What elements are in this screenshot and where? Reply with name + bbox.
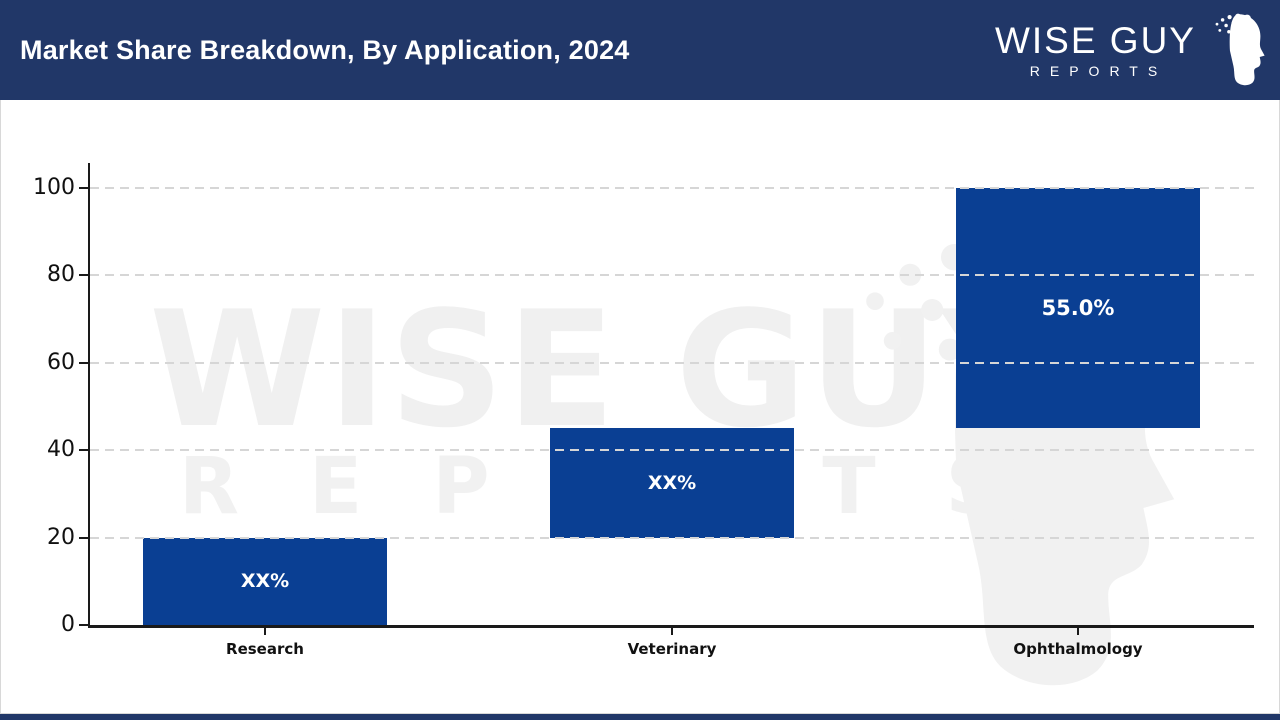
y-tick-label-100: 100 — [33, 174, 75, 200]
bar-ophthalmology — [956, 187, 1200, 429]
y-tick-0 — [79, 624, 88, 626]
bar-value-label: XX% — [240, 570, 290, 593]
gridline-40 — [90, 449, 1254, 451]
y-tick-60 — [79, 361, 88, 364]
gridline-80 — [90, 274, 1254, 276]
brand-subtitle: REPORTS — [1029, 63, 1168, 79]
chart-area: WISE GUY REPORTS XX%XX%55.0%020406080100… — [0, 100, 1280, 714]
y-tick-100 — [79, 186, 88, 189]
category-label-veterinary: Veterinary — [627, 640, 717, 658]
y-axis-line — [88, 163, 90, 628]
brand-name: WISE GUY — [994, 20, 1196, 61]
bar-value-label: 55.0% — [1041, 295, 1115, 320]
brand-head-icon — [1215, 13, 1265, 86]
category-label-research: Research — [226, 640, 304, 658]
x-axis-line — [88, 625, 1254, 628]
y-tick-80 — [79, 274, 88, 276]
bar-veterinary — [550, 428, 794, 538]
y-tick-label-0: 0 — [61, 612, 75, 637]
bar-research — [143, 537, 387, 625]
y-tick-label-40: 40 — [47, 437, 75, 462]
gridline-20 — [90, 536, 1254, 539]
gridline-100 — [90, 186, 1254, 189]
category-label-ophthalmology: Ophthalmology — [1013, 640, 1143, 658]
y-tick-label-20: 20 — [47, 524, 75, 550]
watermark-brand-text: WISE GUY — [149, 276, 1059, 463]
x-tick-ophthalmology — [1077, 628, 1079, 635]
brand-text: WISE GUY REPORTS — [995, 22, 1196, 78]
footer-bar — [0, 714, 1280, 720]
plot: XX% XX% 55.0% 0 20 40 60 80 100 Research Veterinar… — [1, 100, 1279, 713]
header: Market Share Breakdown, By Application, … — [0, 0, 1280, 100]
bar-value-label: XX% — [647, 471, 697, 494]
x-tick-veterinary — [671, 628, 673, 635]
y-tick-label-80: 80 — [47, 262, 75, 287]
gridline-60 — [90, 361, 1254, 364]
x-tick-research — [264, 628, 266, 635]
brand-logo: WISE GUY REPORTS — [995, 10, 1266, 90]
y-tick-20 — [79, 536, 88, 539]
page-title: Market Share Breakdown, By Application, … — [20, 34, 630, 65]
y-tick-40 — [79, 449, 88, 451]
y-tick-label-60: 60 — [47, 349, 75, 375]
